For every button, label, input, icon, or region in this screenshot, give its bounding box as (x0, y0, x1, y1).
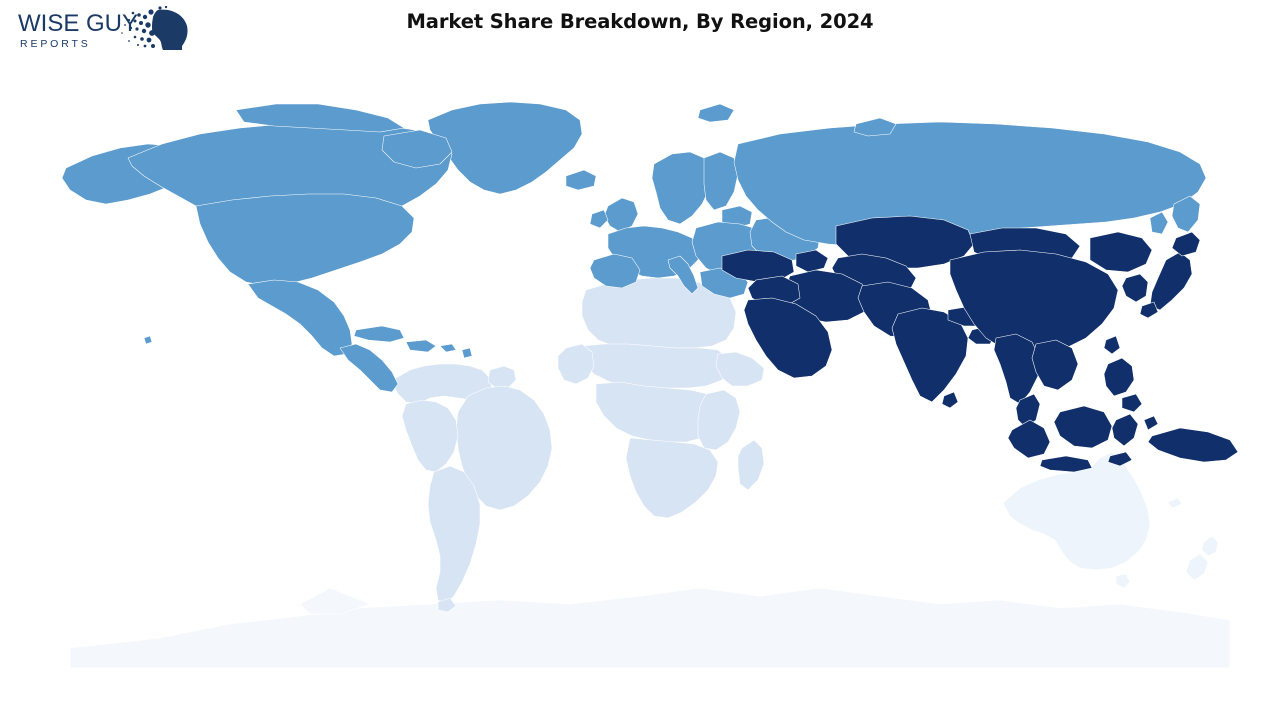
region-asia-pacific-middle-east[interactable] (721, 215, 1239, 473)
peru-bolivia-shape (401, 399, 459, 473)
cuba-shape (353, 325, 405, 343)
sumatra-shape (1007, 419, 1051, 459)
brazil-shape (455, 385, 553, 511)
sulawesi-shape (1111, 413, 1139, 447)
madagascar-shape (737, 439, 765, 491)
hawaii-shape (143, 335, 153, 345)
scandinavia-shape (651, 151, 713, 225)
new-zealand-north-shape (1201, 535, 1219, 557)
italy-shape (667, 255, 699, 295)
logo-wordmark-group: WISE GUY R E P O R T S (18, 10, 138, 50)
ireland-shape (589, 209, 609, 229)
page-title: Market Share Breakdown, By Region, 2024 (406, 10, 874, 33)
guyanas-shape (487, 365, 517, 389)
mexico-shape (247, 279, 353, 357)
region-north-america[interactable] (61, 103, 473, 393)
russia-shape (733, 121, 1207, 247)
indochina-shape (1031, 339, 1079, 391)
lesser-antilles-shape (461, 347, 473, 359)
kamchatka-shape (1171, 195, 1201, 233)
sri-lanka-shape (941, 391, 959, 409)
world-map-container (0, 48, 1280, 720)
moluccas-shape (1143, 415, 1159, 431)
west-africa-coast-shape (557, 343, 595, 385)
iceland-shape (565, 169, 597, 191)
baffin-island-shape (381, 129, 453, 169)
header: WISE GUY R E P O R T S (0, 0, 1280, 52)
sahel-shape (581, 343, 731, 389)
baltic-states-shape (721, 205, 753, 229)
central-america-shape (339, 343, 399, 393)
region-africa[interactable] (557, 277, 765, 519)
borneo-shape (1053, 405, 1113, 449)
arabian-peninsula-shape (743, 297, 833, 379)
greenland-shape (427, 101, 583, 195)
novaya-zemlya-shape (853, 117, 897, 137)
region-europe[interactable] (589, 103, 1207, 299)
logo-wordmark-primary: WISE GUY (18, 10, 138, 37)
puerto-rico-shape (439, 343, 457, 353)
region-south-america[interactable] (393, 363, 553, 613)
new-zealand-south-shape (1185, 553, 1209, 581)
new-caledonia-shape (1167, 497, 1183, 509)
region-greenland[interactable] (427, 101, 597, 195)
taiwan-shape (1103, 335, 1121, 355)
southern-africa-shape (625, 437, 719, 519)
japan-hokkaido-shape (1171, 231, 1201, 257)
myanmar-thailand-shape (993, 333, 1041, 405)
usa-shape (195, 193, 415, 287)
canada-arctic-islands-shape (235, 103, 405, 133)
caucasus-shape (795, 249, 829, 273)
korea-shape (1121, 273, 1149, 303)
tasmania-shape (1115, 573, 1131, 589)
japan-shape (1149, 251, 1193, 311)
philippines-shape (1103, 357, 1135, 397)
region-oceania[interactable] (1002, 451, 1219, 589)
british-isles-shape (603, 197, 639, 233)
iberia-shape (589, 253, 641, 289)
east-africa-shape (697, 389, 741, 451)
hispaniola-shape (405, 339, 437, 353)
japan-kyushu-shape (1139, 301, 1159, 319)
patagonia-tip-shape (437, 597, 457, 613)
antarctica-peninsula (299, 587, 371, 615)
timor-shape (1107, 451, 1133, 467)
world-choropleth-map[interactable] (0, 48, 1280, 720)
argentina-chile-shape (427, 465, 481, 605)
sakhalin-shape (1149, 211, 1169, 235)
svalbard-shape (697, 103, 735, 123)
turkey-shape (721, 249, 795, 283)
java-shape (1039, 455, 1093, 473)
new-guinea-shape (1147, 427, 1239, 463)
logo-wordmark-secondary: R E P O R T S (20, 38, 88, 50)
china-shape (949, 249, 1119, 355)
north-africa-shape (581, 277, 737, 349)
philippines-south-shape (1121, 393, 1143, 413)
region-antarctica[interactable] (69, 587, 1231, 669)
head-profile-icon (121, 6, 188, 50)
wise-guy-reports-logo[interactable]: WISE GUY R E P O R T S (12, 6, 202, 52)
antarctica-shape (69, 587, 1231, 669)
horn-of-africa-shape (715, 351, 765, 387)
finland-shape (703, 151, 739, 211)
manchuria-shape (1089, 231, 1153, 273)
